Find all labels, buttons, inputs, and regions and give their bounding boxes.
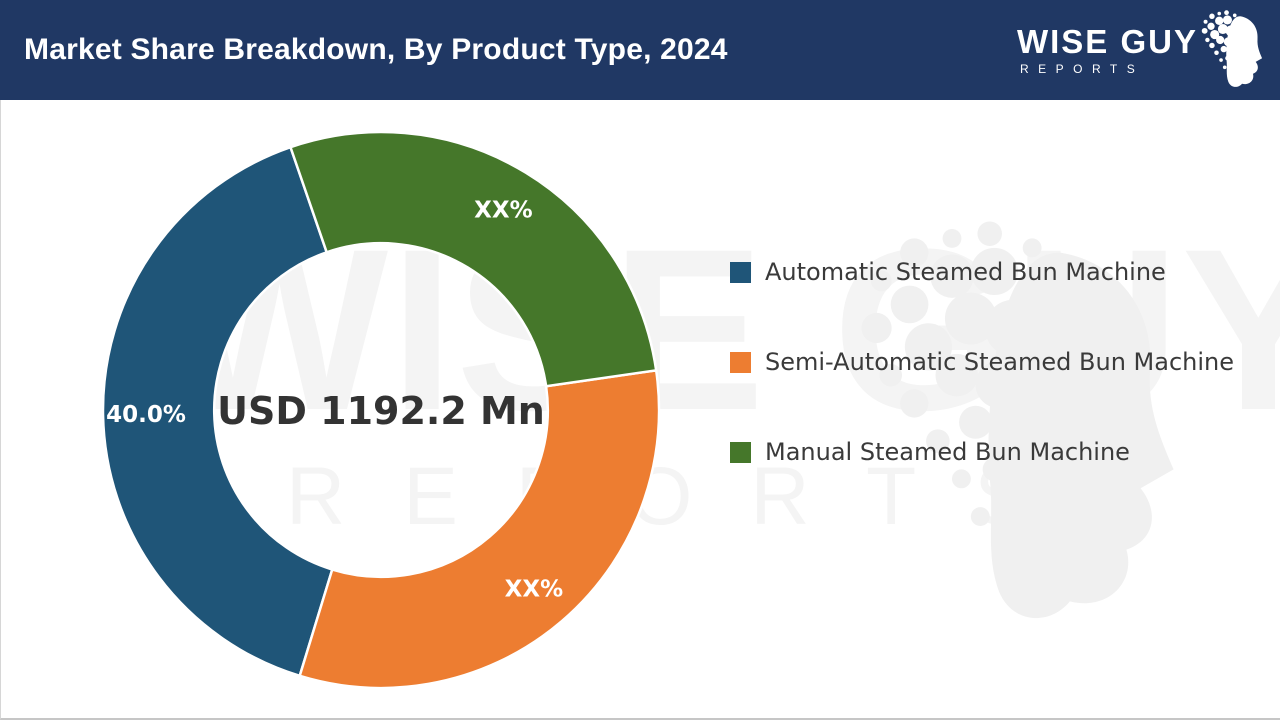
- logo-tagline: REPORTS: [1019, 61, 1145, 76]
- legend-swatch-icon: [730, 351, 751, 373]
- legend-swatch-icon: [730, 261, 751, 283]
- legend-swatch-icon: [730, 441, 751, 463]
- legend-label: Semi-Automatic Steamed Bun Machine: [765, 348, 1234, 376]
- logo-name: WISE GUY: [1016, 22, 1198, 60]
- header-bar: Market Share Breakdown, By Product Type,…: [0, 0, 1280, 100]
- legend-item: Manual Steamed Bun Machine: [730, 438, 1130, 466]
- donut-slice: [298, 368, 661, 690]
- donut-chart: 40.0% XX% XX% USD 1192.2 Mn: [101, 130, 661, 690]
- slice-percentage-label: 40.0%: [106, 402, 186, 428]
- legend-label: Manual Steamed Bun Machine: [765, 438, 1130, 466]
- legend-label: Automatic Steamed Bun Machine: [765, 258, 1166, 286]
- watermark: WISE GUY REPORTS: [1, 100, 1280, 718]
- brand-logo: WISE GUY REPORTS: [1017, 8, 1264, 92]
- chart-area: WISE GUY REPORTS 40.0% XX% XX% USD 1192.2 M…: [0, 100, 1280, 720]
- donut-slice: [288, 130, 658, 388]
- legend-item: Semi-Automatic Steamed Bun Machine: [730, 348, 1234, 376]
- donut-slice: [101, 145, 334, 678]
- watermark-text-line1: WISE GUY: [171, 201, 1280, 458]
- donut-center-value: USD 1192.2 Mn: [217, 389, 545, 433]
- dotted-face-icon: [1201, 10, 1263, 87]
- slice-percentage-label: XX%: [505, 576, 564, 602]
- slice-percentage-label: XX%: [474, 197, 533, 223]
- page-title: Market Share Breakdown, By Product Type,…: [24, 33, 728, 66]
- legend-item: Automatic Steamed Bun Machine: [730, 258, 1166, 286]
